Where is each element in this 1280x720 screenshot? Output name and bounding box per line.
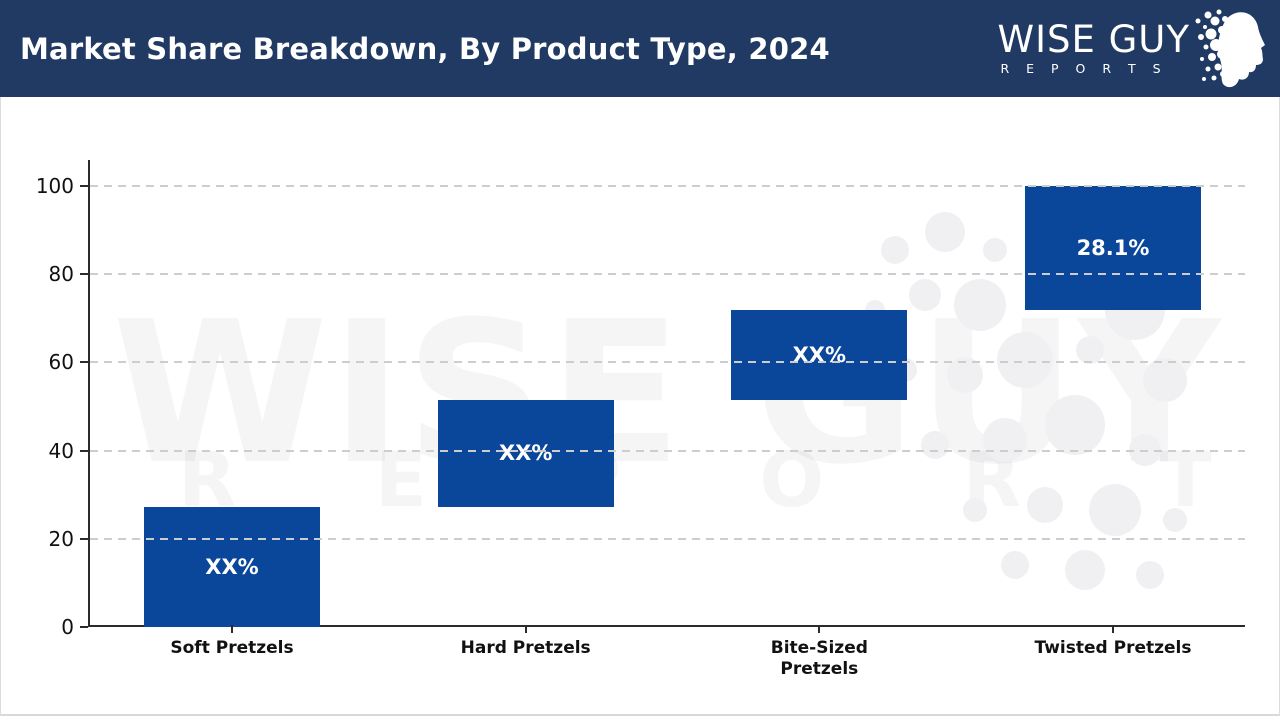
- brand-subtitle: R E P O R T S: [1000, 61, 1168, 76]
- y-tick-mark: [80, 626, 88, 628]
- face-profile-icon: [1195, 9, 1265, 87]
- y-tick-label: 40: [48, 438, 74, 463]
- x-tick-mark: [524, 625, 527, 633]
- brand-logo-text: WISE GUY R E P O R T S: [998, 21, 1190, 76]
- x-category-label: Bite-Sized Pretzels: [770, 638, 868, 680]
- footer-divider: [0, 714, 1280, 716]
- gridline-60: [90, 361, 1245, 364]
- y-tick-label: 80: [48, 262, 74, 287]
- bar-value-label: XX%: [205, 555, 259, 580]
- x-tick-mark: [818, 625, 821, 633]
- bar-value-label: XX%: [498, 441, 553, 466]
- bar-value-label: XX%: [792, 342, 847, 367]
- bar-value-label: 28.1%: [1076, 235, 1150, 260]
- y-tick-label: 100: [35, 174, 74, 198]
- page-title: Market Share Breakdown, By Product Type,…: [20, 31, 830, 66]
- brand-logo: WISE GUY R E P O R T S: [998, 7, 1266, 91]
- plot-area: 0 20 40 60 80 100 XX% Soft Pretzels XX% Hard Pret…: [36, 160, 1245, 679]
- bar-hard-pretzels: XX%: [437, 399, 614, 508]
- y-tick-label: 60: [48, 350, 74, 375]
- y-tick-label: 0: [61, 615, 74, 639]
- header: Market Share Breakdown, By Product Type,…: [0, 0, 1280, 97]
- brand-name: WISE GUY: [997, 18, 1190, 61]
- y-tick-mark: [80, 273, 88, 276]
- x-category-label: Soft Pretzels: [170, 638, 294, 658]
- bar-twisted-pretzels: 28.1%: [1025, 186, 1201, 310]
- bar-soft-pretzels: XX%: [144, 507, 320, 627]
- x-category-label: Twisted Pretzels: [1034, 638, 1192, 658]
- x-tick-mark: [231, 625, 233, 633]
- watermark-brand-text: WISE GUY: [112, 280, 1223, 508]
- y-tick-label: 20: [48, 526, 74, 551]
- y-tick-mark: [80, 537, 88, 540]
- y-tick-mark: [80, 361, 88, 364]
- y-tick-mark: [80, 449, 88, 452]
- x-category-label: Hard Pretzels: [460, 638, 591, 658]
- y-tick-mark: [80, 185, 88, 187]
- bar-bite-sized-pretzels: XX%: [731, 309, 908, 400]
- x-tick-mark: [1112, 625, 1114, 633]
- gridline-40: [90, 449, 1245, 452]
